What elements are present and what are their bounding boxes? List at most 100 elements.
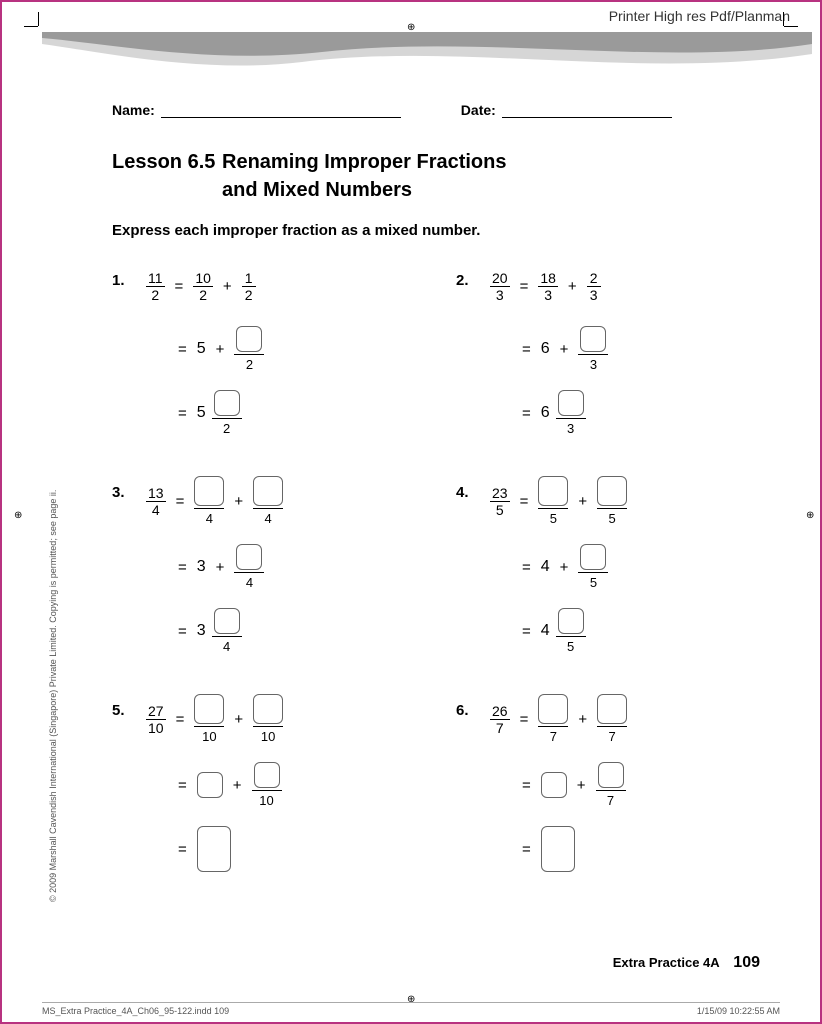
answer-box[interactable]	[580, 544, 606, 570]
problem-number: 4.	[456, 476, 476, 501]
problem: 1. 112=102+12 =5+2 =52	[112, 264, 416, 436]
date-label: Date:	[461, 102, 496, 118]
problem-number: 1.	[112, 264, 132, 289]
problems-grid: 1.112=102+12=5+2=522.203=183+23=6+3=633.…	[112, 264, 760, 872]
footer-file: MS_Extra Practice_4A_Ch06_95-122.indd 10…	[42, 1006, 229, 1016]
box-fraction: 4	[212, 608, 242, 654]
box-fraction: 4	[194, 476, 224, 526]
footer-right: Extra Practice 4A 109	[613, 954, 760, 972]
answer-box[interactable]	[597, 476, 627, 506]
name-label: Name:	[112, 102, 155, 118]
problem-steps: 235=5+5=4+5=45	[490, 476, 627, 654]
problem-number: 2.	[456, 264, 476, 289]
box-fraction: 10	[253, 694, 283, 744]
box-fraction: 2	[212, 390, 242, 436]
box-fraction: 4	[253, 476, 283, 526]
answer-box[interactable]	[538, 694, 568, 724]
registration-mark: ⊕	[806, 510, 816, 520]
fraction: 12	[242, 270, 256, 303]
step: 235=5+5	[490, 476, 627, 526]
box-fraction: 5	[556, 608, 586, 654]
registration-mark: ⊕	[14, 510, 24, 520]
step: =6+3	[490, 326, 608, 372]
footer-page: 109	[733, 954, 760, 971]
fraction: 134	[146, 485, 166, 518]
fraction: 267	[490, 703, 510, 736]
fraction: 2710	[146, 703, 166, 736]
answer-box[interactable]	[254, 762, 280, 788]
problem-number: 5.	[112, 694, 132, 719]
box-fraction: 3	[556, 390, 586, 436]
date-line[interactable]	[502, 104, 672, 118]
crop-mark	[38, 12, 39, 26]
problem-steps: 203=183+23 =6+3 =63	[490, 264, 608, 436]
box-fraction: 7	[538, 694, 568, 744]
answer-box[interactable]	[214, 390, 240, 416]
footer-practice: Extra Practice 4A	[613, 955, 720, 970]
step: =	[490, 826, 627, 872]
box-fraction: 5	[578, 544, 608, 590]
lesson-title-line1: Renaming Improper Fractions	[222, 151, 507, 173]
box-fraction: 5	[597, 476, 627, 526]
answer-box[interactable]	[214, 608, 240, 634]
step: =5+2	[146, 326, 264, 372]
answer-box[interactable]	[580, 326, 606, 352]
answer-box[interactable]	[197, 772, 223, 798]
copyright-text: © 2009 Marshall Cavendish International …	[48, 490, 58, 902]
box-fraction: 10	[252, 762, 282, 808]
problem-steps: 112=102+12 =5+2 =52	[146, 264, 264, 436]
problem: 5.2710=10+10=+10=	[112, 694, 416, 872]
problem-steps: 2710=10+10=+10=	[146, 694, 283, 872]
answer-box[interactable]	[598, 762, 624, 788]
crop-mark	[783, 12, 784, 26]
crop-mark	[784, 26, 798, 27]
fraction: 235	[490, 485, 510, 518]
problem: 4. 235=5+5=4+5=45	[456, 476, 760, 654]
answer-box[interactable]	[197, 826, 231, 872]
answer-box[interactable]	[253, 476, 283, 506]
fraction: 112	[146, 270, 165, 303]
fraction: 183	[538, 270, 558, 303]
fraction: 23	[587, 270, 601, 303]
name-date-row: Name: Date:	[112, 102, 760, 118]
answer-box[interactable]	[541, 826, 575, 872]
box-fraction: 4	[234, 544, 264, 590]
step: 112=102+12	[146, 264, 264, 308]
step: =	[146, 826, 283, 872]
answer-box[interactable]	[194, 694, 224, 724]
box-fraction: 3	[578, 326, 608, 372]
step: =45	[490, 608, 627, 654]
problem-number: 6.	[456, 694, 476, 719]
answer-box[interactable]	[558, 608, 584, 634]
printer-label: Printer High res Pdf/Planman	[609, 8, 790, 24]
footer-bottom: MS_Extra Practice_4A_Ch06_95-122.indd 10…	[42, 1002, 780, 1016]
answer-box[interactable]	[253, 694, 283, 724]
answer-box[interactable]	[538, 476, 568, 506]
answer-box[interactable]	[558, 390, 584, 416]
date-field: Date:	[461, 102, 672, 118]
problem: 2. 203=183+23 =6+3 =63	[456, 264, 760, 436]
step: 134=4+4	[146, 476, 283, 526]
fraction: 203	[490, 270, 510, 303]
step: 203=183+23	[490, 264, 608, 308]
lesson-title-line2: and Mixed Numbers	[222, 179, 412, 201]
registration-mark: ⊕	[407, 22, 417, 32]
box-fraction: 10	[194, 694, 224, 744]
step: =+7	[490, 762, 627, 808]
step: =63	[490, 390, 608, 436]
answer-box[interactable]	[541, 772, 567, 798]
problem: 3.134=4+4=3+4=34	[112, 476, 416, 654]
step: =52	[146, 390, 264, 436]
name-line[interactable]	[161, 104, 401, 118]
box-fraction: 5	[538, 476, 568, 526]
problem-number: 3.	[112, 476, 132, 501]
header-wave	[42, 32, 812, 82]
answer-box[interactable]	[236, 326, 262, 352]
answer-box[interactable]	[194, 476, 224, 506]
instruction: Express each improper fraction as a mixe…	[112, 222, 760, 239]
step: =34	[146, 608, 283, 654]
lesson-title: Lesson 6.5Renaming Improper Fractionsand…	[112, 148, 760, 204]
answer-box[interactable]	[236, 544, 262, 570]
step: 267=7+7	[490, 694, 627, 744]
answer-box[interactable]	[597, 694, 627, 724]
